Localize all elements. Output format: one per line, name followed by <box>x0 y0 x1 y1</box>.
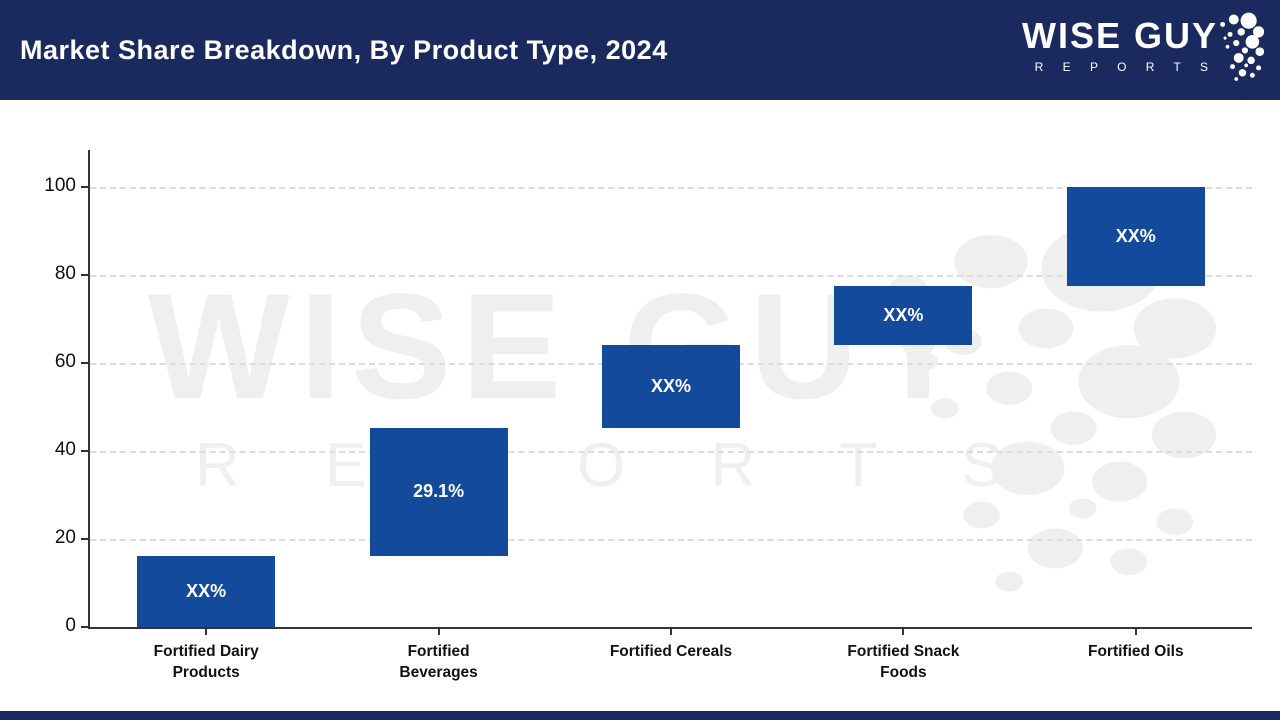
y-tick-label-40: 40 <box>54 439 76 460</box>
y-tick-label-100: 100 <box>44 175 76 196</box>
bar-value-label-3: XX% <box>650 375 692 396</box>
brand-head-icon <box>1220 12 1265 81</box>
x-tick-3 <box>670 627 672 635</box>
bar-4: XX% <box>834 286 973 345</box>
bar-3: XX% <box>602 344 740 428</box>
bar-value-label-1: XX% <box>186 580 227 601</box>
x-tick-2 <box>437 627 440 635</box>
brand-name: WISE GUY <box>1021 15 1218 56</box>
x-category-label-2: Fortified Beverages <box>399 643 478 681</box>
x-category-label-4: Fortified Snack Foods <box>847 643 960 681</box>
page-title: Market Share Breakdown, By Product Type,… <box>20 34 668 65</box>
header-bar: Market Share Breakdown, By Product Type,… <box>0 0 1280 100</box>
x-category-label-1: Fortified Dairy Products <box>153 643 259 681</box>
x-tick-4 <box>902 627 905 635</box>
bar-value-label-2: 29.1% <box>413 481 465 502</box>
x-category-label-3: Fortified Cereals <box>609 643 733 660</box>
x-tick-1 <box>205 627 208 635</box>
bar-1: XX% <box>137 555 276 627</box>
bar-5: XX% <box>1066 187 1205 287</box>
brand-logo: WISE GUY R E P O R T S <box>1022 10 1266 86</box>
brand-subtitle: R E P O R T S <box>1034 60 1216 74</box>
gridline-y-40 <box>90 451 1252 453</box>
y-tick-label-20: 20 <box>54 527 76 548</box>
y-tick-80 <box>81 274 89 276</box>
y-tick-label-0: 0 <box>65 615 76 636</box>
y-tick-60 <box>81 362 89 364</box>
bar-value-label-5: XX% <box>1115 226 1156 247</box>
bar-value-label-4: XX% <box>883 305 924 326</box>
plot-area: 0 20 40 60 80 100 XX% Fortified Dairy Products 2… <box>44 150 1252 681</box>
y-tick-20 <box>81 538 89 540</box>
gridline-y-20 <box>90 539 1252 541</box>
gridline-y-80 <box>90 275 1252 277</box>
y-tick-label-80: 80 <box>54 263 76 284</box>
watermark-text: WISE GUY <box>148 262 979 430</box>
bar-2: 29.1% <box>369 427 508 556</box>
y-tick-40 <box>81 450 89 452</box>
y-tick-label-60: 60 <box>54 351 76 372</box>
footer-bar <box>0 711 1280 720</box>
y-tick-100 <box>81 186 89 188</box>
x-tick-5 <box>1134 627 1137 635</box>
watermark-subtext: R E P O R T S <box>195 431 1037 500</box>
brand-logo-text: WISE GUY R E P O R T S <box>1021 15 1218 75</box>
y-tick-0 <box>81 626 89 628</box>
gridline-y-100 <box>90 187 1252 189</box>
x-category-label-5: Fortified Oils <box>1088 643 1184 660</box>
